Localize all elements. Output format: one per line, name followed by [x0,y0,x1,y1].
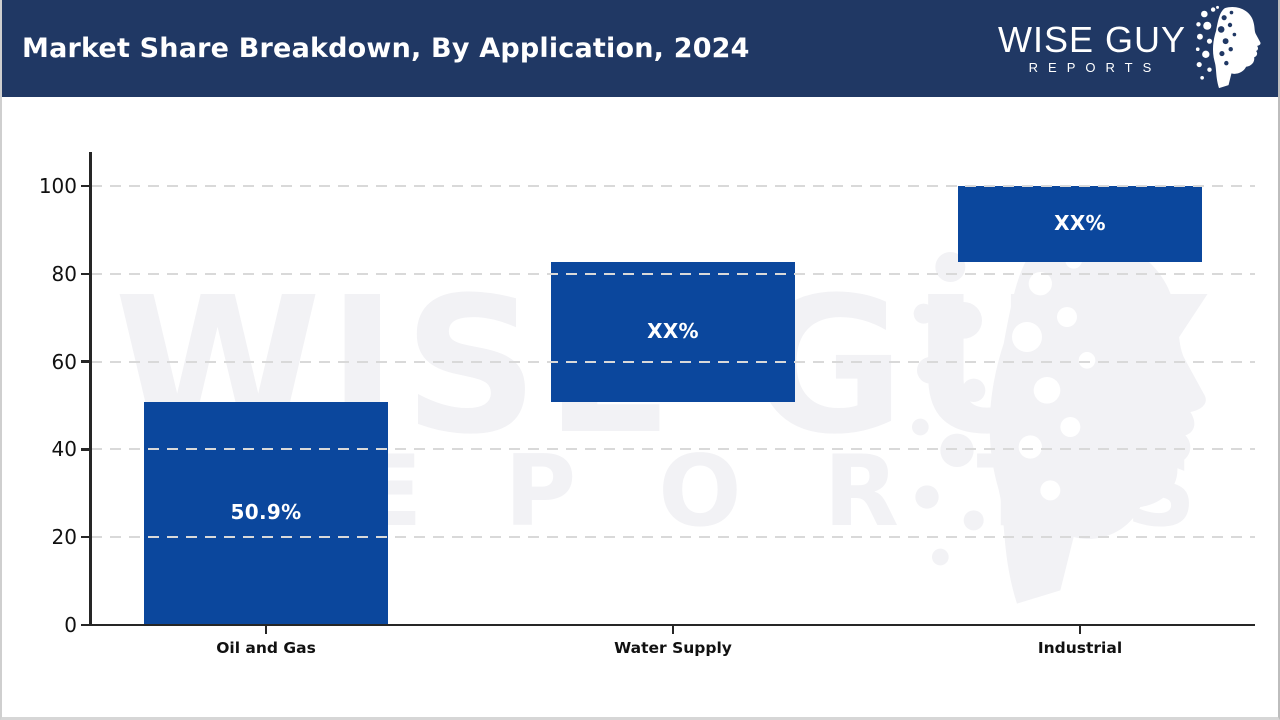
wise-guy-head-icon [1195,5,1261,88]
brand-wordmark: WISE GUY REPORTS [997,19,1186,76]
x-axis-line [89,623,1255,626]
y-tick-20 [81,535,91,539]
gridline-60 [91,360,1255,363]
y-axis-line [89,152,92,625]
y-tick-80 [81,272,91,276]
y-tick-label: 100 [38,174,77,198]
bar-industrial [958,186,1202,262]
x-tick-1 [671,625,675,634]
y-tick-label: 0 [64,613,77,637]
y-tick-0 [81,623,91,627]
x-category-label: Oil and Gas [216,639,316,657]
y-tick-40 [81,448,91,451]
bar-oil-and-gas [144,401,388,625]
brand-name-text: WISE GUY [997,19,1186,60]
y-tick-label: 20 [51,525,77,550]
y-tick-label: 80 [51,261,77,286]
gridline-40 [91,448,1255,451]
x-tick-2 [1078,625,1082,634]
brand-reports-text: REPORTS [1028,60,1162,75]
gridline-80 [91,272,1255,275]
watermark-head-icon [912,230,1206,604]
x-category-label: Water Supply [614,639,732,657]
bar-water-supply [551,261,795,402]
y-tick-label: 40 [51,437,77,462]
bar-value-label: 50.9% [230,500,302,525]
x-tick-0 [264,625,268,634]
bar-value-label: XX% [1054,210,1106,235]
y-tick-label: 60 [51,349,77,374]
plot-area: 0 20 40 60 80 100 50.9% XX% XX% Oil and Gas Water … [39,152,1255,657]
gridline-20 [91,536,1255,539]
chart-area: WISE GUY REPORTS 0 20 40 60 80 100 50.9% XX% XX%… [2,97,1278,715]
gridline-100 [91,185,1255,187]
y-tick-100 [81,184,91,188]
header-bar: Market Share Breakdown, By Application, … [2,0,1278,97]
bar-value-label: XX% [647,318,699,343]
y-tick-60 [81,360,91,363]
x-category-label: Industrial [1037,639,1123,657]
brand-logo: WISE GUY REPORTS [997,5,1272,91]
page-title: Market Share Breakdown, By Application, … [22,33,750,64]
